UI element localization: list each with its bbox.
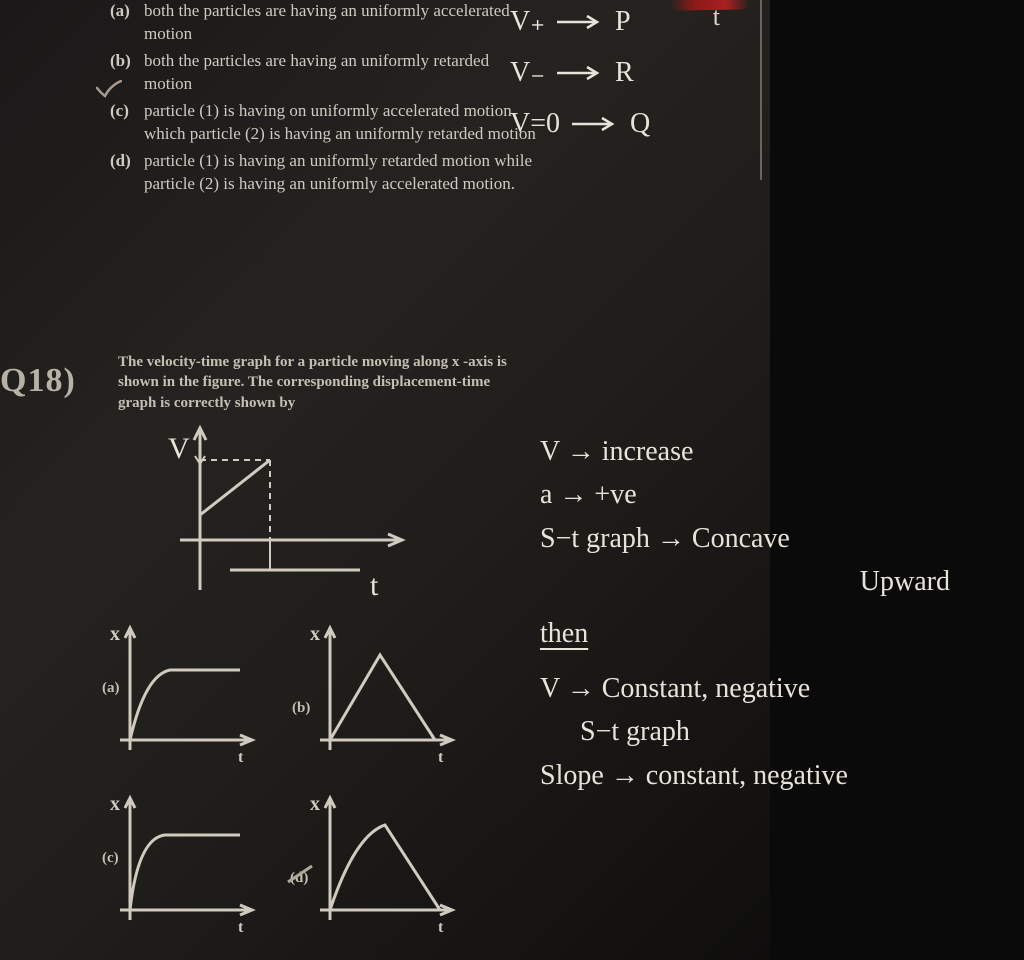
svg-text:x: x — [310, 623, 320, 645]
page-photo: t (a) both the particles are having an u… — [0, 0, 770, 960]
svg-text:t: t — [438, 919, 444, 936]
hw-line: S−t graph → Concave — [540, 517, 1010, 560]
hw-line: S−t graph — [540, 710, 1010, 753]
text-line: which particle (2) is having an uniforml… — [144, 124, 536, 143]
text-line: both the particles are having an uniform… — [144, 51, 489, 70]
hw-line: Upward — [540, 560, 1010, 603]
text-line: particle (1) is having an uniformly reta… — [144, 151, 532, 170]
hw-line: V → Constant, negative — [540, 667, 1010, 710]
velocity-time-graph: V t — [140, 420, 420, 600]
option-graph-c: x t — [100, 790, 260, 940]
check-icon — [96, 80, 122, 98]
svg-text:t: t — [238, 919, 244, 936]
option-graph-a: x t — [100, 620, 260, 770]
hw-row: V₊ P — [510, 0, 750, 45]
arrow-icon — [555, 63, 605, 83]
hw-row: V₋ R — [510, 51, 750, 96]
strike-mark-icon — [286, 862, 316, 886]
hw-right: Q — [630, 102, 650, 147]
hw-left: V₋ — [510, 51, 545, 96]
arrow-icon — [555, 12, 605, 32]
hw-left: V₊ — [510, 0, 545, 45]
text-line: particle (1) is having on uniformly acce… — [144, 101, 512, 120]
option-text: particle (1) is having an uniformly reta… — [144, 150, 670, 196]
question-number: Q18) — [0, 362, 76, 400]
hw-left: V=0 — [510, 102, 560, 147]
svg-text:x: x — [110, 623, 120, 645]
option-d: (d) particle (1) is having an uniformly … — [110, 150, 670, 196]
svg-text:t: t — [438, 749, 444, 766]
svg-text:x: x — [310, 793, 320, 815]
hw-text: S−t graph → Concave — [540, 523, 790, 554]
text-line: both the particles are having an uniform… — [144, 1, 510, 20]
option-graph-b: x t — [300, 620, 460, 770]
option-graph-d: x t — [300, 790, 460, 940]
hw-line: Slope → constant, negative — [540, 754, 1010, 797]
y-axis-label: V — [168, 432, 190, 465]
handwritten-analysis: V → increase a → +ve S−t graph → Concave… — [540, 430, 1010, 797]
text-line: motion — [144, 74, 192, 93]
text-line: particle (2) is having an uniformly acce… — [144, 174, 515, 193]
vertical-divider — [760, 0, 762, 180]
svg-text:x: x — [110, 793, 120, 815]
hw-row: V=0 Q — [510, 102, 750, 147]
option-label: (c) — [110, 100, 144, 146]
handwritten-mapping: V₊ P V₋ R V=0 Q — [510, 0, 750, 152]
option-label: (d) — [110, 150, 144, 196]
option-label: (a) — [110, 0, 144, 46]
question-text: The velocity-time graph for a particle m… — [118, 352, 518, 413]
hw-line-underlined: then — [540, 618, 588, 649]
hw-line: V → increase — [540, 430, 1010, 473]
x-axis-label: t — [370, 569, 379, 600]
hw-right: P — [615, 0, 631, 45]
hw-right: R — [615, 51, 634, 96]
arrow-icon — [570, 114, 620, 134]
hw-line: a → +ve — [540, 473, 1010, 516]
text-line: motion — [144, 24, 192, 43]
svg-text:t: t — [238, 749, 244, 766]
